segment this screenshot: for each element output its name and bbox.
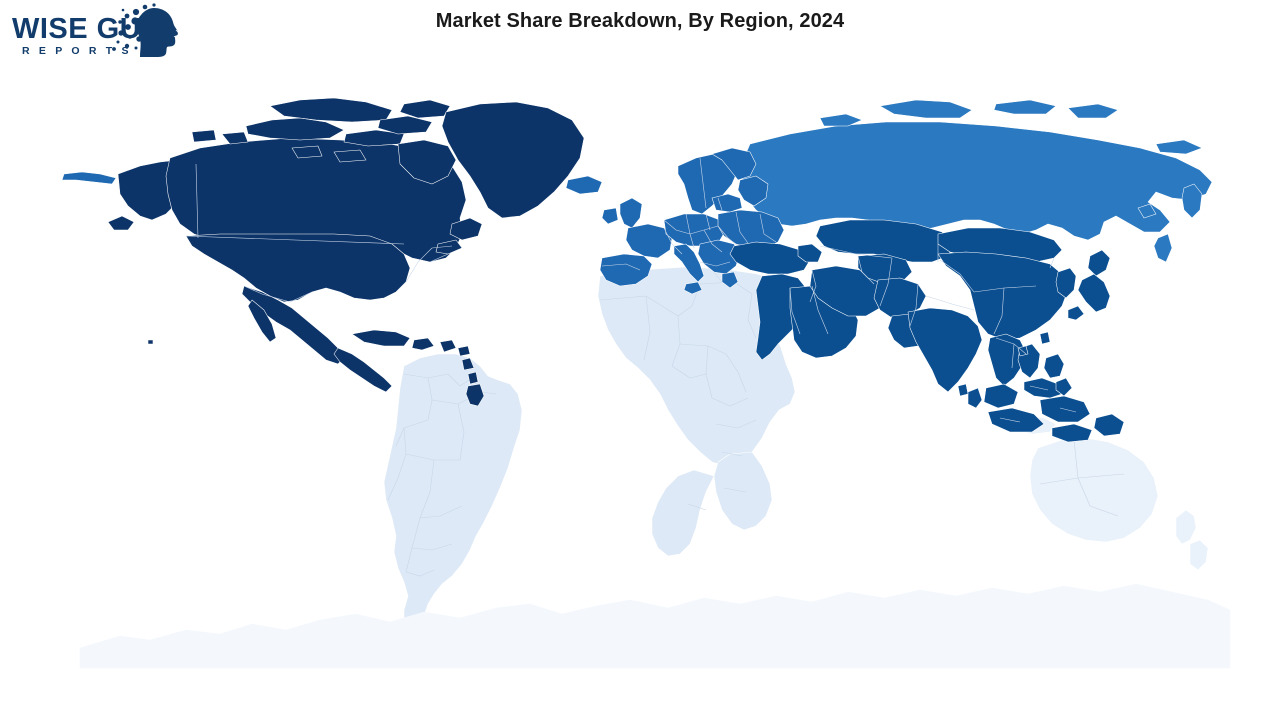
region-asia [730, 220, 1124, 442]
region-europe [566, 148, 784, 294]
region-africa [598, 267, 795, 556]
region-antarctica [80, 584, 1230, 668]
network-dots-icon [110, 3, 156, 51]
world-choropleth-map [0, 48, 1280, 720]
region-north-america [62, 98, 584, 406]
page-title: Market Share Breakdown, By Region, 2024 [435, 10, 845, 32]
brand-wordmark-secondary: R E P O R T S [22, 45, 132, 57]
brand-logo[interactable]: WISE GUY R E P O R T S [8, 2, 198, 60]
region-oceania [1008, 416, 1208, 570]
region-russia [742, 100, 1212, 262]
head-profile-icon [136, 8, 179, 57]
region-south-america [384, 354, 522, 632]
